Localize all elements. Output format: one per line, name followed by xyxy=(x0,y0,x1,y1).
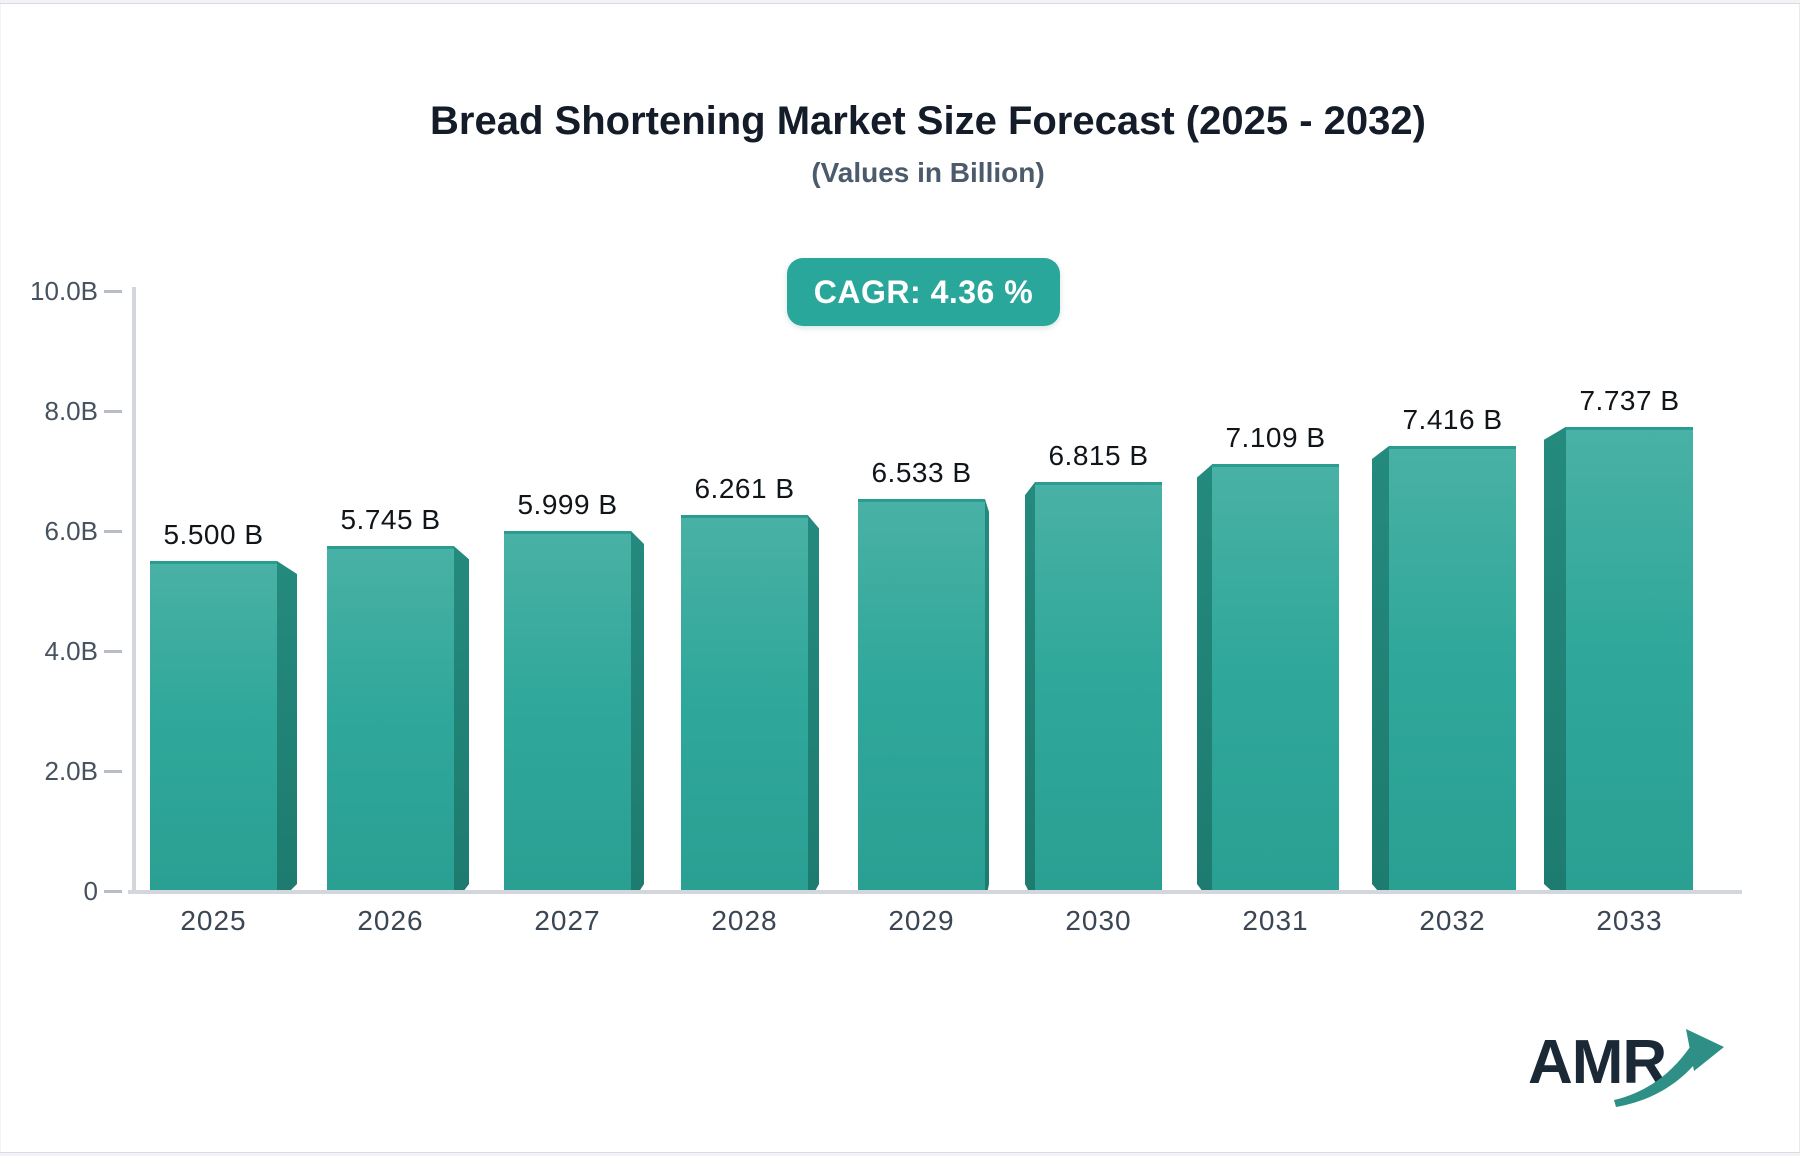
y-axis-tick xyxy=(104,890,122,893)
bar-3d-side xyxy=(1197,464,1212,890)
bar-value-label: 6.533 B xyxy=(871,457,972,489)
y-axis-tick xyxy=(104,770,122,773)
bar-value-label: 7.737 B xyxy=(1579,384,1680,416)
y-axis-line xyxy=(132,287,136,891)
amr-logo-text: AMR xyxy=(1528,1028,1667,1097)
y-axis-tick xyxy=(104,410,122,413)
y-axis-label: 4.0B xyxy=(44,636,99,666)
x-axis-category-label: 2027 xyxy=(534,905,601,936)
x-axis-category-label: 2031 xyxy=(1242,905,1309,936)
bar xyxy=(504,531,631,890)
bar-value-label: 5.500 B xyxy=(163,519,264,550)
bar xyxy=(1566,426,1693,890)
x-axis-category-label: 2029 xyxy=(888,905,955,936)
cagr-badge-label: CAGR: 4.36 % xyxy=(813,273,1034,310)
bar xyxy=(1389,446,1516,890)
bar-value-label: 6.815 B xyxy=(1048,440,1149,472)
bar xyxy=(1035,482,1162,890)
bar-3d-side xyxy=(985,499,989,890)
y-axis-label: 0 xyxy=(83,876,98,906)
bar xyxy=(327,546,454,890)
y-axis-label: 2.0B xyxy=(44,756,99,786)
bar-3d-side xyxy=(1025,482,1035,890)
bar-value-label: 5.745 B xyxy=(340,504,441,536)
x-axis-category-label: 2033 xyxy=(1596,905,1663,936)
growth-arrow-icon xyxy=(1614,1029,1724,1107)
bar-value-label: 5.999 B xyxy=(517,489,618,521)
y-axis-tick xyxy=(104,650,122,653)
y-axis-tick xyxy=(104,290,122,293)
bar-3d-side xyxy=(454,546,469,890)
chart-title: Bread Shortening Market Size Forecast (2… xyxy=(430,99,1426,143)
bar-3d-side xyxy=(1544,427,1566,890)
x-axis-category-label: 2028 xyxy=(711,905,778,936)
bar xyxy=(150,561,277,890)
bar xyxy=(1212,464,1339,890)
bar-3d-side xyxy=(631,531,644,890)
x-axis-category-label: 2025 xyxy=(180,905,247,936)
bar-value-label: 6.261 B xyxy=(694,473,795,505)
x-axis-category-label: 2032 xyxy=(1419,905,1486,936)
bar xyxy=(858,499,985,890)
bar-chart: 0 2.0B 4.0B 6.0B 8.0B 10.0B 5.500 B 2025 5.745 B… xyxy=(0,3,1800,1153)
bar-value-label: 7.109 B xyxy=(1225,422,1326,454)
bar-3d-side xyxy=(1372,446,1389,890)
y-axis-label: 6.0B xyxy=(44,516,99,546)
y-axis-label: 8.0B xyxy=(44,396,99,426)
x-axis-line xyxy=(128,890,1742,894)
cagr-badge: CAGR: 4.36 % xyxy=(787,258,1060,326)
chart-subtitle: (Values in Billion) xyxy=(811,157,1045,188)
x-axis-category-label: 2026 xyxy=(357,905,424,936)
amr-logo: AMR xyxy=(1528,1028,1738,1117)
y-axis-label: 10.0B xyxy=(30,276,98,306)
bar xyxy=(681,515,808,890)
bar-value-label: 7.416 B xyxy=(1402,404,1503,436)
y-axis-tick xyxy=(104,530,122,533)
bar-3d-side xyxy=(277,561,297,890)
bar-3d-side xyxy=(808,515,819,890)
x-axis-category-label: 2030 xyxy=(1065,905,1132,936)
